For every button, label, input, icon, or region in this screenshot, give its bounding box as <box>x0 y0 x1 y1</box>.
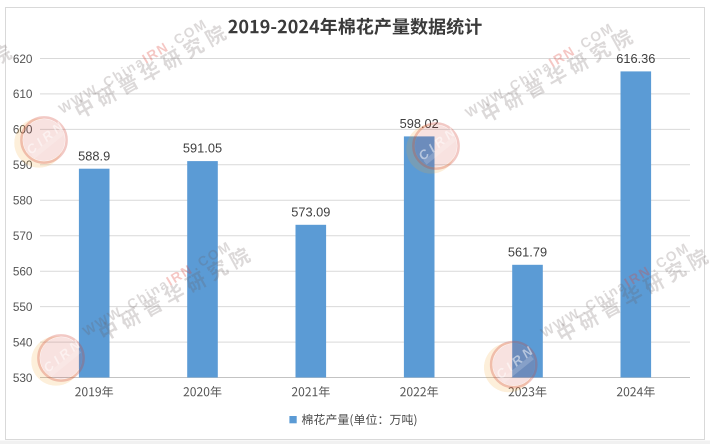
svg-text:588.9: 588.9 <box>78 148 110 163</box>
svg-text:591.05: 591.05 <box>183 141 222 156</box>
svg-text:573.09: 573.09 <box>291 204 330 219</box>
svg-text:560: 560 <box>13 265 33 279</box>
svg-text:620: 620 <box>13 52 33 66</box>
svg-text:610: 610 <box>13 87 33 101</box>
svg-text:616.36: 616.36 <box>616 51 655 66</box>
svg-text:580: 580 <box>13 194 33 208</box>
svg-text:530: 530 <box>13 371 33 385</box>
svg-text:540: 540 <box>13 335 33 349</box>
svg-text:550: 550 <box>13 300 33 314</box>
svg-text:561.79: 561.79 <box>508 244 547 259</box>
svg-text:570: 570 <box>13 229 33 243</box>
